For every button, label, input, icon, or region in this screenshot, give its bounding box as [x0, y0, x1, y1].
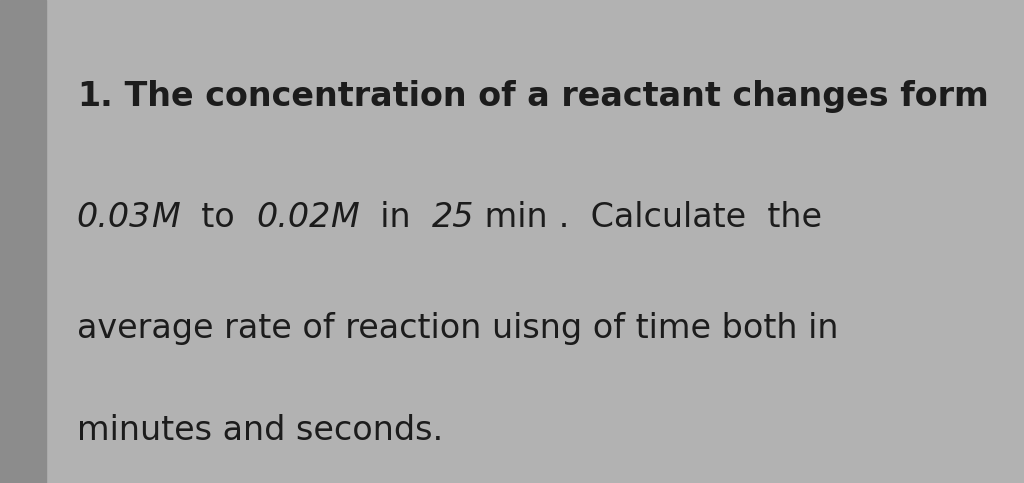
Text: 0.02: 0.02 — [256, 201, 331, 234]
Text: 1.: 1. — [77, 80, 113, 113]
Text: min: min — [474, 201, 548, 234]
Text: 25: 25 — [432, 201, 474, 234]
Text: in: in — [359, 201, 432, 234]
Text: minutes and seconds.: minutes and seconds. — [77, 413, 443, 446]
Text: 0.03: 0.03 — [77, 201, 152, 234]
Text: M: M — [331, 201, 359, 234]
Text: to: to — [180, 201, 256, 234]
Bar — [0, 0, 46, 483]
Text: average rate of reaction uisng of time both in: average rate of reaction uisng of time b… — [77, 312, 839, 345]
Text: The concentration of a reactant changes form: The concentration of a reactant changes … — [113, 80, 988, 113]
Text: M: M — [152, 201, 180, 234]
Text: .  Calculate  the: . Calculate the — [548, 201, 822, 234]
